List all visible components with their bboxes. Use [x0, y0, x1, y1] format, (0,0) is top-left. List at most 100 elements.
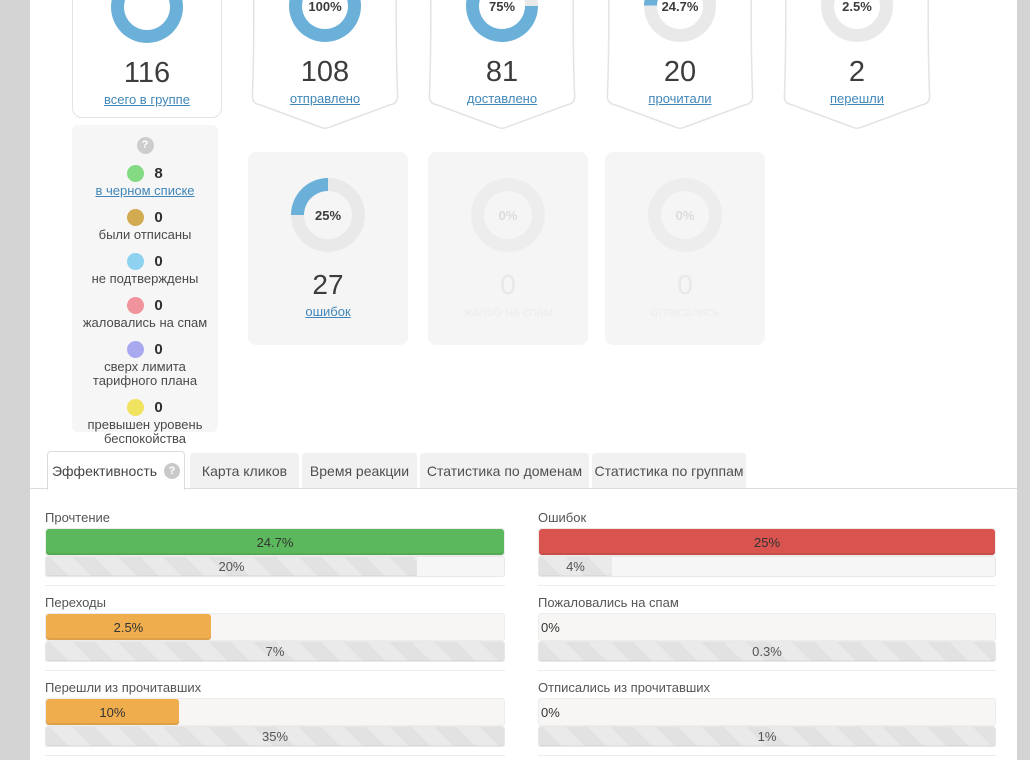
total-in-group-link[interactable]: всего в группе [104, 92, 190, 107]
spam-average-bar: 0.3% [538, 641, 996, 662]
page-left-margin [0, 0, 30, 760]
tab-reaction-time-label: Время реакции [309, 462, 410, 479]
read-average-bar: 20% [45, 556, 505, 577]
legend-item-unconfirmed: 0 не подтверждены [72, 252, 218, 286]
errors-value-bar: 25% [538, 528, 996, 556]
spam-value-bar: 0% [538, 613, 996, 641]
spam-complaints-percent: 0% [498, 207, 518, 223]
tab-help-icon[interactable]: ? [164, 463, 181, 479]
unsubscribed-value: 0 [154, 208, 163, 226]
metric-title-unsub-from-read: Отписались из прочитавших [538, 680, 711, 695]
metric-title-errors: Ошибок [538, 510, 587, 525]
summary-card-delivered: 75% 81 доставлено [427, 0, 577, 130]
blacklist-value: 8 [154, 164, 163, 182]
summary-card-clicked: 2.5% 2 перешли [782, 0, 932, 130]
spam-complaints-label: жалоб на спам [463, 304, 553, 319]
unsub-from-read-average-bar: 1% [538, 726, 996, 747]
metric-group-clicks: Переходы 2.5% 7% [45, 595, 505, 671]
errors-average-bar: 4% [538, 556, 996, 577]
legend-item-over-limit: 0 сверх лимита тарифного плана [72, 340, 218, 388]
clicked-percent: 2.5% [842, 0, 872, 14]
unsubscribed-percent: 0% [675, 207, 695, 223]
donut-hole [124, 0, 170, 30]
read-value-bar: 24.7% [45, 528, 505, 556]
clicks-average-bar: 7% [45, 641, 505, 662]
donut-spam-complaints: 0% [471, 178, 545, 252]
metrics-right-column: Ошибок 25% 4% Пожаловались на спам 0% [538, 510, 996, 760]
tab-reaction-time[interactable]: Время реакции [302, 453, 417, 488]
over-limit-dot [127, 340, 145, 358]
metric-title-clicks: Переходы [45, 595, 106, 610]
legend-item-unsubscribed: 0 были отписаны [72, 208, 218, 242]
metric-group-spam: Пожаловались на спам 0% 0.3% [538, 595, 996, 671]
tab-effectiveness[interactable]: Эффективность ? [47, 451, 185, 490]
clicks-value-bar: 2.5% [45, 613, 505, 641]
spam-complaints-card: 0% 0 жалоб на спам [428, 152, 588, 345]
unsubscribed-card: 0% 0 отписались [605, 152, 765, 345]
metric-group-errors: Ошибок 25% 4% [538, 510, 996, 586]
spam-complaint-value: 0 [154, 296, 163, 314]
legend-item-spam-complaint: 0 жаловались на спам [72, 296, 218, 330]
metric-group-unsub-from-read: Отписались из прочитавших 0% 1% [538, 680, 996, 756]
group-legend-panel: ? 8 в черном списке 0 были отписаны 0 не… [72, 125, 218, 445]
clicked-from-read-average-bar: 35% [45, 726, 505, 747]
total-in-group-value: 116 [123, 57, 171, 89]
anxiety-value: 0 [154, 398, 163, 416]
read-link[interactable]: прочитали [648, 91, 712, 106]
badge-shape [251, 0, 399, 129]
read-average-label: 20% [218, 559, 245, 574]
tab-group-stats-label: Статистика по группам [594, 462, 744, 479]
spam-complaints-value: 0 [500, 269, 516, 300]
sent-value: 108 [300, 56, 350, 88]
read-value-label: 24.7% [256, 534, 294, 550]
donut-sent: 100% [289, 0, 361, 42]
donut-hole [484, 191, 532, 239]
donut-hole [304, 191, 352, 239]
metric-group-read: Прочтение 24.7% 20% [45, 510, 505, 586]
badge-shape [606, 0, 754, 129]
help-icon[interactable]: ? [136, 136, 154, 154]
unsubscribed-dot [127, 208, 145, 226]
spam-value-label: 0% [541, 619, 560, 635]
legend-item-anxiety: 0 превышен уровень беспокойства [72, 398, 218, 446]
spam-complaint-dot [127, 296, 145, 314]
donut-hole [661, 191, 709, 239]
summary-card-total: 116 всего в группе [72, 0, 222, 118]
unsubscribed-label: были отписаны [98, 226, 192, 242]
metrics-left-column: Прочтение 24.7% 20% Переходы 2.5% [45, 510, 505, 760]
clicks-average-label: 7% [265, 644, 285, 659]
errors-average-label: 4% [566, 559, 585, 574]
summary-card-read: 24.7% 20 прочитали [605, 0, 755, 130]
donut-delivered: 75% [466, 0, 538, 42]
delivered-value: 81 [485, 56, 519, 88]
over-limit-value: 0 [154, 340, 163, 358]
sent-link[interactable]: отправлено [289, 91, 361, 106]
metric-group-clicked-from-read: Перешли из прочитавших 10% 35% [45, 680, 505, 756]
metric-title-spam: Пожаловались на спам [538, 595, 679, 610]
unsub-from-read-average-label: 1% [757, 729, 777, 744]
tab-click-map[interactable]: Карта кликов [190, 453, 299, 488]
page-right-margin [1017, 0, 1030, 760]
unconfirmed-label: не подтверждены [91, 270, 199, 286]
tab-domain-stats-label: Статистика по доменам [426, 462, 583, 479]
tab-group-stats[interactable]: Статистика по группам [592, 453, 746, 488]
tab-domain-stats[interactable]: Статистика по доменам [420, 453, 589, 488]
unconfirmed-dot [127, 252, 145, 270]
tabs-divider [30, 488, 1017, 489]
clicks-value-label: 2.5% [113, 619, 144, 635]
badge-shape [783, 0, 931, 129]
unsubscribed-card-label: отписались [650, 304, 720, 319]
blacklist-link[interactable]: в черном списке [95, 182, 195, 198]
clicked-from-read-value-label: 10% [99, 704, 126, 720]
tab-effectiveness-label: Эффективность [51, 463, 158, 479]
errors-value-label: 25% [753, 534, 781, 550]
errors-card: 25% 27 ошибок [248, 152, 408, 345]
delivered-link[interactable]: доставлено [466, 91, 538, 106]
unsubscribed-card-value: 0 [677, 269, 693, 300]
errors-link[interactable]: ошибок [305, 304, 351, 319]
clicked-link[interactable]: перешли [829, 91, 884, 106]
anxiety-dot [127, 398, 145, 416]
clicked-from-read-average-label: 35% [261, 729, 289, 744]
donut-clicked: 2.5% [821, 0, 893, 42]
